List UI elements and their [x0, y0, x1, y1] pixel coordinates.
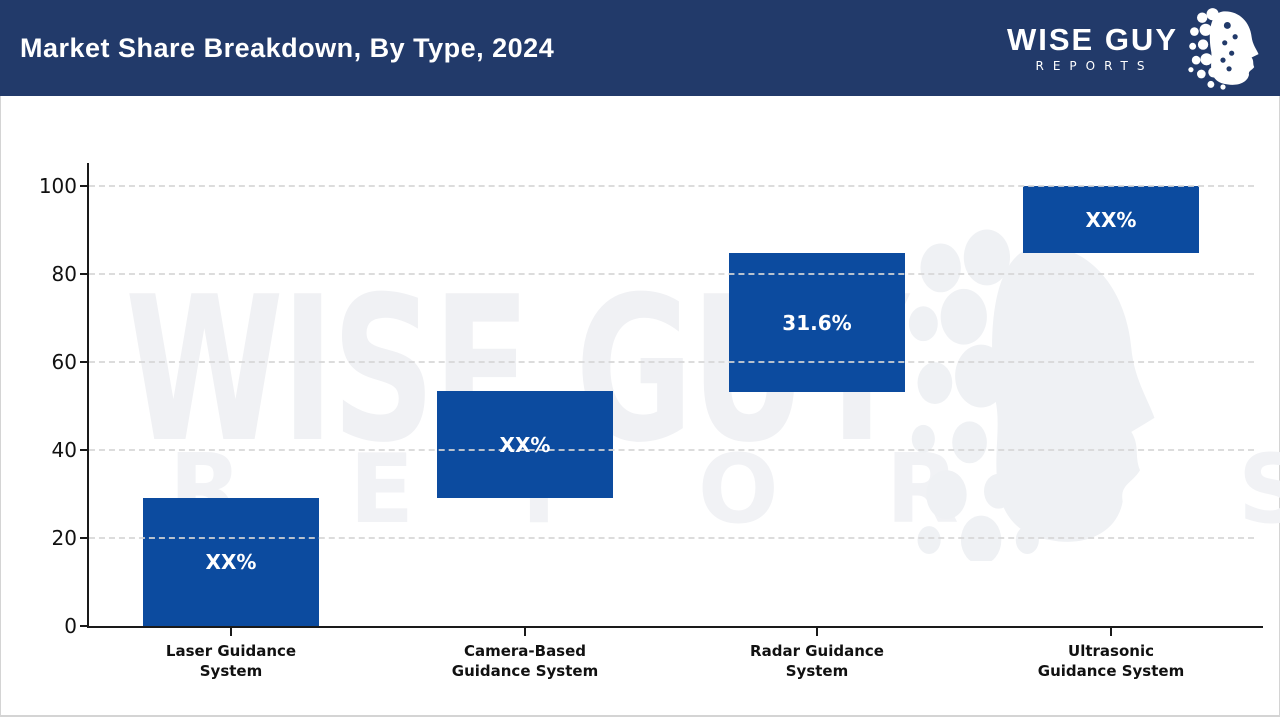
brand-head-icon — [1188, 8, 1259, 90]
x-axis — [87, 626, 1263, 628]
y-tick-label: 60 — [51, 350, 77, 374]
y-axis-tick — [80, 449, 87, 451]
brand-name: WISE GUY — [1006, 22, 1178, 57]
x-axis-tick — [230, 628, 232, 636]
x-axis-tick — [816, 628, 818, 636]
gridline — [89, 273, 1254, 275]
y-axis-tick — [80, 185, 87, 187]
gridline — [89, 449, 1254, 451]
x-category-label: Laser Guidance System — [165, 642, 297, 680]
y-tick-label: 0 — [64, 614, 77, 638]
y-axis-tick — [80, 537, 87, 539]
bar — [437, 391, 613, 498]
y-tick-label: 100 — [38, 174, 77, 198]
gridline — [89, 361, 1254, 363]
y-axis-tick — [80, 625, 87, 627]
bar — [143, 497, 319, 626]
x-axis-tick — [524, 628, 526, 636]
y-axis — [87, 163, 89, 628]
y-tick-label: 40 — [51, 438, 77, 462]
bar-value-label: 31.6% — [782, 310, 852, 335]
x-category-label: Ultrasonic Guidance System — [1037, 642, 1185, 680]
bar-value-label: XX% — [205, 549, 257, 574]
brand-subtitle: REPORTS — [1035, 59, 1154, 73]
watermark-head-icon — [908, 229, 1155, 561]
bar-value-label: XX% — [499, 432, 551, 457]
brand-wordmark: WISE GUY REPORTS — [1007, 24, 1178, 72]
gridline — [89, 537, 1254, 539]
x-category-label: Camera-Based Guidance System — [451, 642, 599, 680]
x-category-label: Radar Guidance System — [750, 642, 884, 680]
y-tick-label: 20 — [51, 526, 77, 550]
y-tick-label: 80 — [51, 262, 77, 286]
bar-value-label: XX% — [1085, 207, 1137, 232]
y-axis-tick — [80, 273, 87, 275]
y-axis-tick — [80, 361, 87, 363]
page-title: Market Share Breakdown, By Type, 2024 — [20, 32, 555, 63]
brand-logo: WISE GUY REPORTS — [1007, 6, 1262, 90]
bar — [729, 253, 905, 393]
bar — [1023, 186, 1199, 254]
header: Market Share Breakdown, By Type, 2024 WI… — [0, 0, 1280, 96]
x-axis-tick — [1110, 628, 1112, 636]
chart-canvas: WISE GUY R E P O R T S 0 20 40 60 80 100 XX% La… — [0, 96, 1280, 717]
gridline — [89, 185, 1254, 187]
